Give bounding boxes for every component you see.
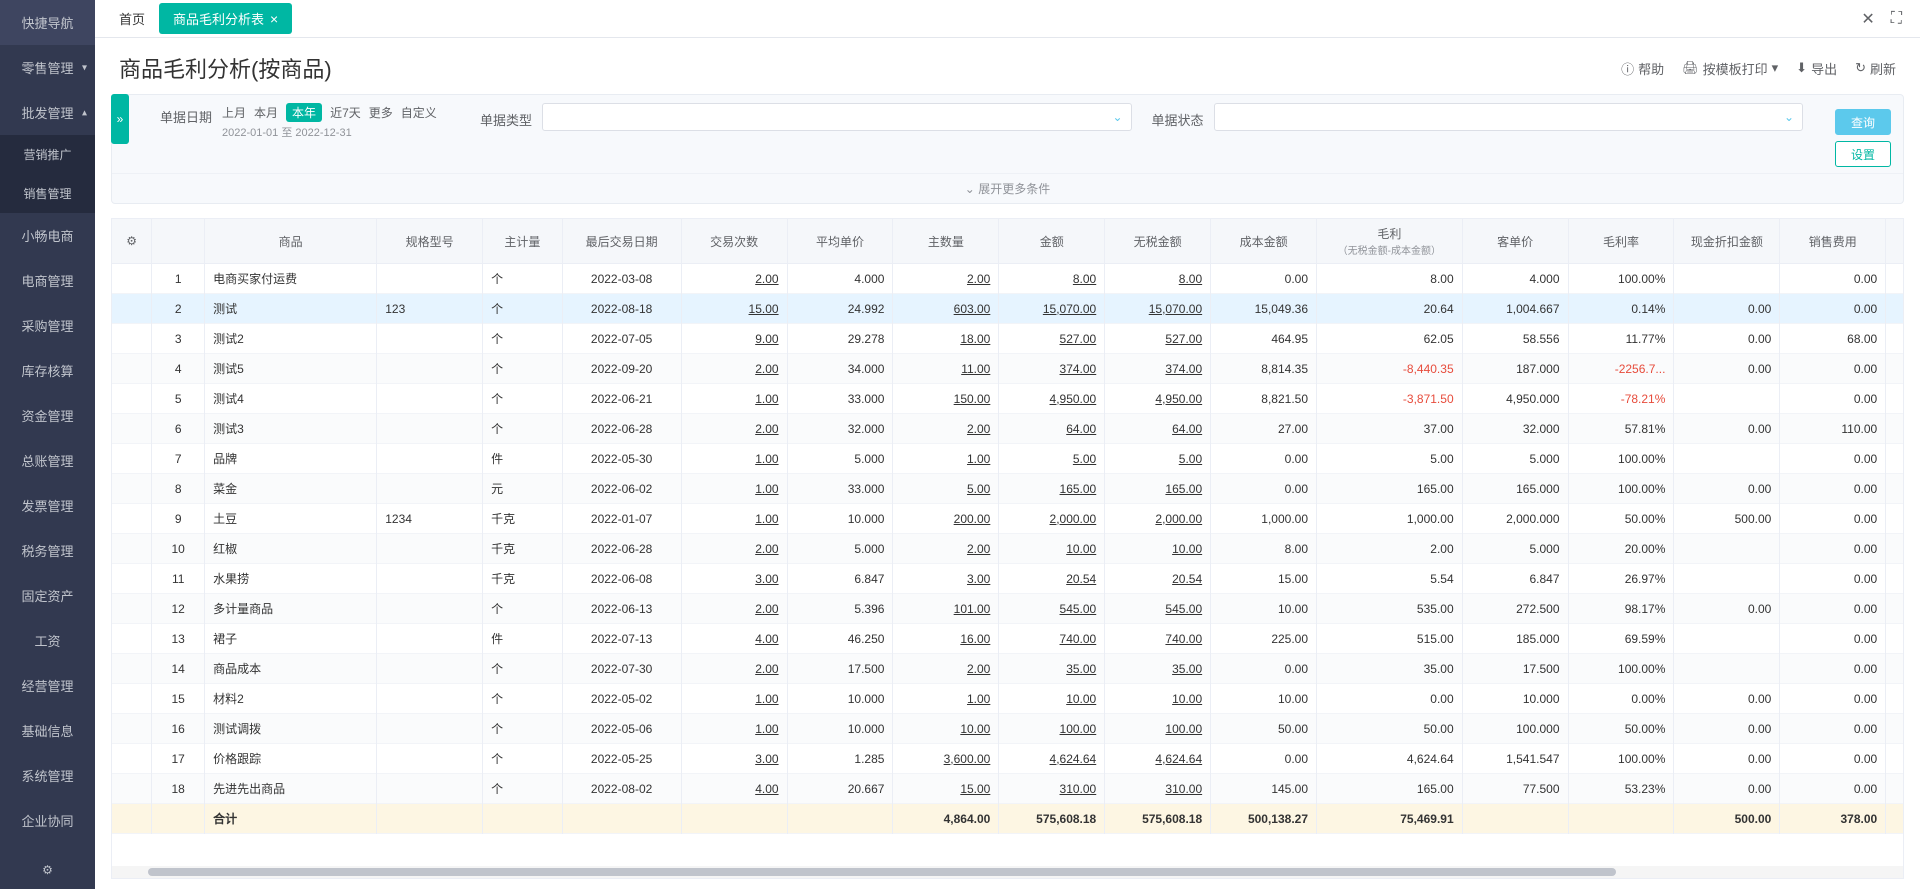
setting-button[interactable]: 设置 <box>1835 141 1891 167</box>
column-header[interactable]: 成本金额 <box>1211 219 1317 264</box>
column-header[interactable]: 交易次数 <box>681 219 787 264</box>
table-row[interactable]: 3测试2个2022-07-059.0029.27818.00527.00527.… <box>112 324 1903 354</box>
table-row[interactable]: 4测试5个2022-09-202.0034.00011.00374.00374.… <box>112 354 1903 384</box>
print-button[interactable]: 🖨 按模板打印 ▾ <box>1682 59 1778 78</box>
export-button[interactable]: ⬇ 导出 <box>1796 59 1837 78</box>
table-row[interactable]: 10红椒千克2022-06-282.005.0002.0010.0010.008… <box>112 534 1903 564</box>
page-header: 商品毛利分析(按商品) ⓘ 帮助 🖨 按模板打印 ▾ ⬇ 导出 ↻ 刷新 <box>95 38 1920 94</box>
data-table: ⚙ 商品规格型号主计量最后交易日期交易次数平均单价主数量金额无税金额成本金额毛利（… <box>111 218 1904 879</box>
close-icon[interactable]: × <box>270 12 278 26</box>
h-scrollbar[interactable] <box>112 866 1903 878</box>
column-header[interactable] <box>152 219 205 264</box>
sidebar-item[interactable]: 资金管理 <box>0 393 95 438</box>
table-row[interactable]: 6测试3个2022-06-282.0032.0002.0064.0064.002… <box>112 414 1903 444</box>
column-header[interactable]: 主数量 <box>893 219 999 264</box>
status-select[interactable]: ⌄ <box>1214 103 1803 131</box>
column-header[interactable]: 规格型号 <box>377 219 483 264</box>
tab-close-all[interactable]: ✕ <box>1853 5 1882 33</box>
header-actions: ⓘ 帮助 🖨 按模板打印 ▾ ⬇ 导出 ↻ 刷新 <box>1621 59 1896 78</box>
table-row[interactable]: 9土豆1234千克2022-01-071.0010.000200.002,000… <box>112 504 1903 534</box>
sidebar-item[interactable]: 发票管理 <box>0 483 95 528</box>
tab-home[interactable]: 首页 <box>105 3 159 34</box>
date-option[interactable]: 本年 <box>286 103 322 122</box>
sidebar-item[interactable]: 税务管理 <box>0 528 95 573</box>
tab-bar: 首页 商品毛利分析表 × ✕ ⛶ <box>95 0 1920 38</box>
table-row[interactable]: 17价格跟踪个2022-05-253.001.2853,600.004,624.… <box>112 744 1903 774</box>
tab-active[interactable]: 商品毛利分析表 × <box>159 3 292 34</box>
collapse-filter-button[interactable]: » <box>111 94 129 144</box>
date-range: 2022-01-01 至 2022-12-31 <box>222 124 437 140</box>
sidebar-item[interactable]: 批发管理▴ <box>0 90 95 135</box>
column-header[interactable]: 现金折扣金额 <box>1674 219 1780 264</box>
column-header[interactable]: 净利润（毛利-现金折扣-销售费） <box>1886 219 1903 264</box>
sidebar-item[interactable]: 营销推广 <box>0 135 95 174</box>
sidebar-item[interactable]: 系统管理 <box>0 753 95 798</box>
tab-fullscreen[interactable]: ⛶ <box>1883 6 1910 32</box>
sidebar: 快捷导航零售管理▾批发管理▴营销推广销售管理小畅电商电商管理采购管理库存核算资金… <box>0 0 95 889</box>
table-row[interactable]: 12多计量商品个2022-06-132.005.396101.00545.005… <box>112 594 1903 624</box>
column-header[interactable]: 金额 <box>999 219 1105 264</box>
date-option[interactable]: 自定义 <box>401 104 437 121</box>
sidebar-item[interactable]: 经营管理 <box>0 663 95 708</box>
table-row[interactable]: 1电商买家付运费个2022-03-082.004.0002.008.008.00… <box>112 264 1903 294</box>
date-label: 单据日期 <box>160 103 212 126</box>
column-header[interactable]: 平均单价 <box>787 219 893 264</box>
sidebar-item[interactable]: 电商管理 <box>0 258 95 303</box>
settings-gear[interactable]: ⚙ <box>0 851 95 889</box>
type-select[interactable]: ⌄ <box>542 103 1131 131</box>
table-row[interactable]: 8菜金元2022-06-021.0033.0005.00165.00165.00… <box>112 474 1903 504</box>
date-option[interactable]: 近7天 <box>330 104 361 121</box>
date-options: 上月本月本年近7天更多自定义 <box>222 103 437 122</box>
expand-more-button[interactable]: ⌄ 展开更多条件 <box>112 173 1903 203</box>
table-row[interactable]: 13裙子件2022-07-134.0046.25016.00740.00740.… <box>112 624 1903 654</box>
table-row[interactable]: 5测试4个2022-06-211.0033.000150.004,950.004… <box>112 384 1903 414</box>
sidebar-item[interactable]: 零售管理▾ <box>0 45 95 90</box>
help-button[interactable]: ⓘ 帮助 <box>1621 59 1664 78</box>
column-header[interactable]: 无税金额 <box>1105 219 1211 264</box>
table-row[interactable]: 14商品成本个2022-07-302.0017.5002.0035.0035.0… <box>112 654 1903 684</box>
search-button[interactable]: 查询 <box>1835 109 1891 135</box>
column-header[interactable]: 客单价 <box>1462 219 1568 264</box>
sidebar-item[interactable]: 工资 <box>0 618 95 663</box>
sidebar-item[interactable]: 采购管理 <box>0 303 95 348</box>
table-row[interactable]: 16测试调拨个2022-05-061.0010.00010.00100.0010… <box>112 714 1903 744</box>
column-header[interactable]: 最后交易日期 <box>562 219 681 264</box>
table-row[interactable]: 15材料2个2022-05-021.0010.0001.0010.0010.00… <box>112 684 1903 714</box>
type-label: 单据类型 <box>480 106 532 129</box>
date-option[interactable]: 本月 <box>254 104 278 121</box>
table-row[interactable]: 7品牌件2022-05-301.005.0001.005.005.000.005… <box>112 444 1903 474</box>
column-header[interactable]: 销售费用 <box>1780 219 1886 264</box>
sidebar-item[interactable]: 基础信息 <box>0 708 95 753</box>
refresh-button[interactable]: ↻ 刷新 <box>1855 59 1896 78</box>
sidebar-item[interactable]: 企业协同 <box>0 798 95 843</box>
column-header[interactable]: 毛利率 <box>1568 219 1674 264</box>
column-header[interactable]: 主计量 <box>483 219 562 264</box>
sidebar-item[interactable]: 快捷导航 <box>0 0 95 45</box>
date-option[interactable]: 更多 <box>369 104 393 121</box>
table-row[interactable]: 18先进先出商品个2022-08-024.0020.66715.00310.00… <box>112 774 1903 804</box>
sidebar-item[interactable]: 固定资产 <box>0 573 95 618</box>
status-label: 单据状态 <box>1152 106 1204 129</box>
column-header[interactable]: 商品 <box>205 219 377 264</box>
sidebar-item[interactable]: 总账管理 <box>0 438 95 483</box>
page-title: 商品毛利分析(按商品) <box>119 52 332 84</box>
date-option[interactable]: 上月 <box>222 104 246 121</box>
column-header[interactable]: 毛利（无税金额-成本金额） <box>1317 219 1463 264</box>
column-header[interactable]: ⚙ <box>112 219 152 264</box>
sidebar-item[interactable]: 销售管理 <box>0 174 95 213</box>
main-content: 首页 商品毛利分析表 × ✕ ⛶ 商品毛利分析(按商品) ⓘ 帮助 🖨 按模板打… <box>95 0 1920 889</box>
sidebar-item[interactable]: 库存核算 <box>0 348 95 393</box>
table-row[interactable]: 2测试123个2022-08-1815.0024.992603.0015,070… <box>112 294 1903 324</box>
sidebar-item[interactable]: 小畅电商 <box>0 213 95 258</box>
filter-bar: 单据日期 上月本月本年近7天更多自定义 2022-01-01 至 2022-12… <box>111 94 1904 204</box>
table-row[interactable]: 11水果捞千克2022-06-083.006.8473.0020.5420.54… <box>112 564 1903 594</box>
